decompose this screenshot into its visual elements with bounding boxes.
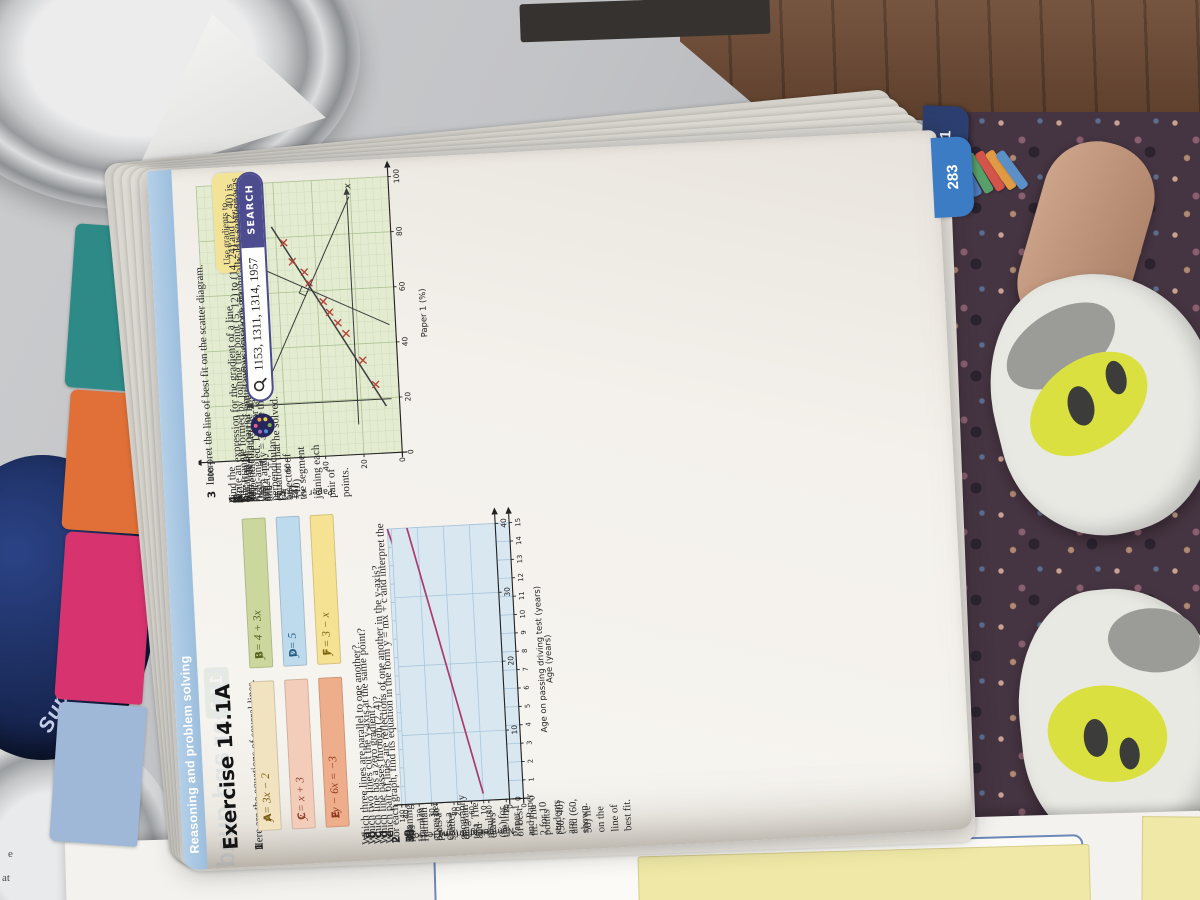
svg-text:10: 10	[518, 610, 526, 619]
svg-text:13: 13	[515, 554, 523, 563]
svg-text:0: 0	[520, 803, 528, 808]
cutoff-text: e	[8, 848, 13, 860]
svg-text:6: 6	[522, 685, 530, 690]
svg-text:Age (years): Age (years)	[542, 634, 555, 683]
svg-text:60: 60	[283, 463, 292, 473]
svg-text:80: 80	[394, 226, 403, 236]
svg-text:1: 1	[527, 777, 535, 782]
svg-text:20: 20	[360, 459, 369, 469]
svg-text:80: 80	[245, 465, 254, 475]
svg-text:30: 30	[427, 808, 436, 818]
svg-text:0: 0	[406, 449, 415, 454]
search-button-label: SEARCH	[235, 171, 267, 249]
svg-text:100: 100	[391, 169, 401, 184]
printed-search-bar: 1153, 1311, 1314, 1957 SEARCH	[235, 171, 275, 403]
page-number-tab: 283	[930, 136, 975, 219]
svg-text:0: 0	[398, 457, 407, 462]
svg-text:11: 11	[517, 591, 525, 600]
left-column: Exercise 14.1A 1 Here are the equations …	[195, 505, 635, 853]
search-row: 1153, 1311, 1314, 1957 SEARCH	[235, 171, 276, 439]
svg-text:0: 0	[513, 796, 522, 801]
textbook-page: 14.2 Linear and quad Reasoning and probl…	[147, 129, 975, 871]
svg-text:120: 120	[415, 809, 424, 822]
edge-tab-pink	[54, 531, 154, 705]
dots-circle-icon	[249, 412, 275, 439]
page-number: 283	[943, 164, 962, 190]
svg-text:2: 2	[526, 759, 534, 764]
svg-text:20: 20	[403, 391, 412, 401]
svg-text:20: 20	[502, 804, 510, 813]
svg-text:20: 20	[453, 806, 462, 816]
svg-text:10: 10	[479, 805, 488, 815]
svg-text:40: 40	[485, 805, 493, 814]
question-2b-chart-block: b 0 10 20 30 40 0 10 20 30 40 Age on passing drivi…	[382, 505, 549, 843]
svg-text:14: 14	[514, 536, 522, 545]
svg-text:100: 100	[206, 467, 216, 482]
svg-text:Height (cm): Height (cm)	[439, 827, 489, 840]
svg-text:4: 4	[524, 722, 532, 727]
svg-text:Paper 1 (%): Paper 1 (%)	[417, 288, 430, 337]
search-icon	[252, 376, 269, 393]
svg-text:80: 80	[450, 807, 458, 816]
svg-text:Paper 2 (%): Paper 2 (%)	[284, 487, 333, 500]
equation-box-E: E 2y − 6x = −3	[317, 676, 350, 828]
search-codes: 1153, 1311, 1314, 1957	[245, 257, 266, 371]
svg-text:8: 8	[520, 648, 528, 653]
svg-text:10: 10	[509, 724, 518, 734]
svg-text:30: 30	[502, 587, 511, 597]
cutoff-text: at	[2, 872, 10, 884]
svg-text:x: x	[343, 182, 353, 190]
svg-text:60: 60	[468, 806, 476, 815]
svg-text:100: 100	[433, 808, 442, 821]
svg-text:140: 140	[398, 809, 407, 822]
svg-text:40: 40	[401, 809, 410, 819]
edge-tab-lightblue	[49, 701, 147, 847]
svg-text:40: 40	[498, 518, 507, 528]
svg-text:40: 40	[400, 336, 409, 346]
svg-text:0: 0	[528, 795, 536, 800]
svg-text:60: 60	[397, 281, 406, 291]
svg-text:0: 0	[505, 804, 514, 809]
svg-text:3: 3	[525, 740, 533, 745]
facing-page-yellow-box-2	[1141, 816, 1200, 900]
svg-text:20: 20	[506, 656, 515, 666]
svg-text:12: 12	[516, 573, 524, 582]
svg-text:7: 7	[521, 667, 529, 672]
chapter-strand-label: Reasoning and problem solving	[177, 655, 202, 854]
svg-text:5: 5	[523, 704, 531, 709]
svg-text:40: 40	[321, 461, 330, 471]
svg-text:9: 9	[519, 630, 527, 635]
right-column: 3 0 20 40 60 80 100 0 20 40 60 80 100 Paper 1 (%) Pap…	[181, 160, 429, 505]
svg-text:15: 15	[513, 518, 521, 527]
